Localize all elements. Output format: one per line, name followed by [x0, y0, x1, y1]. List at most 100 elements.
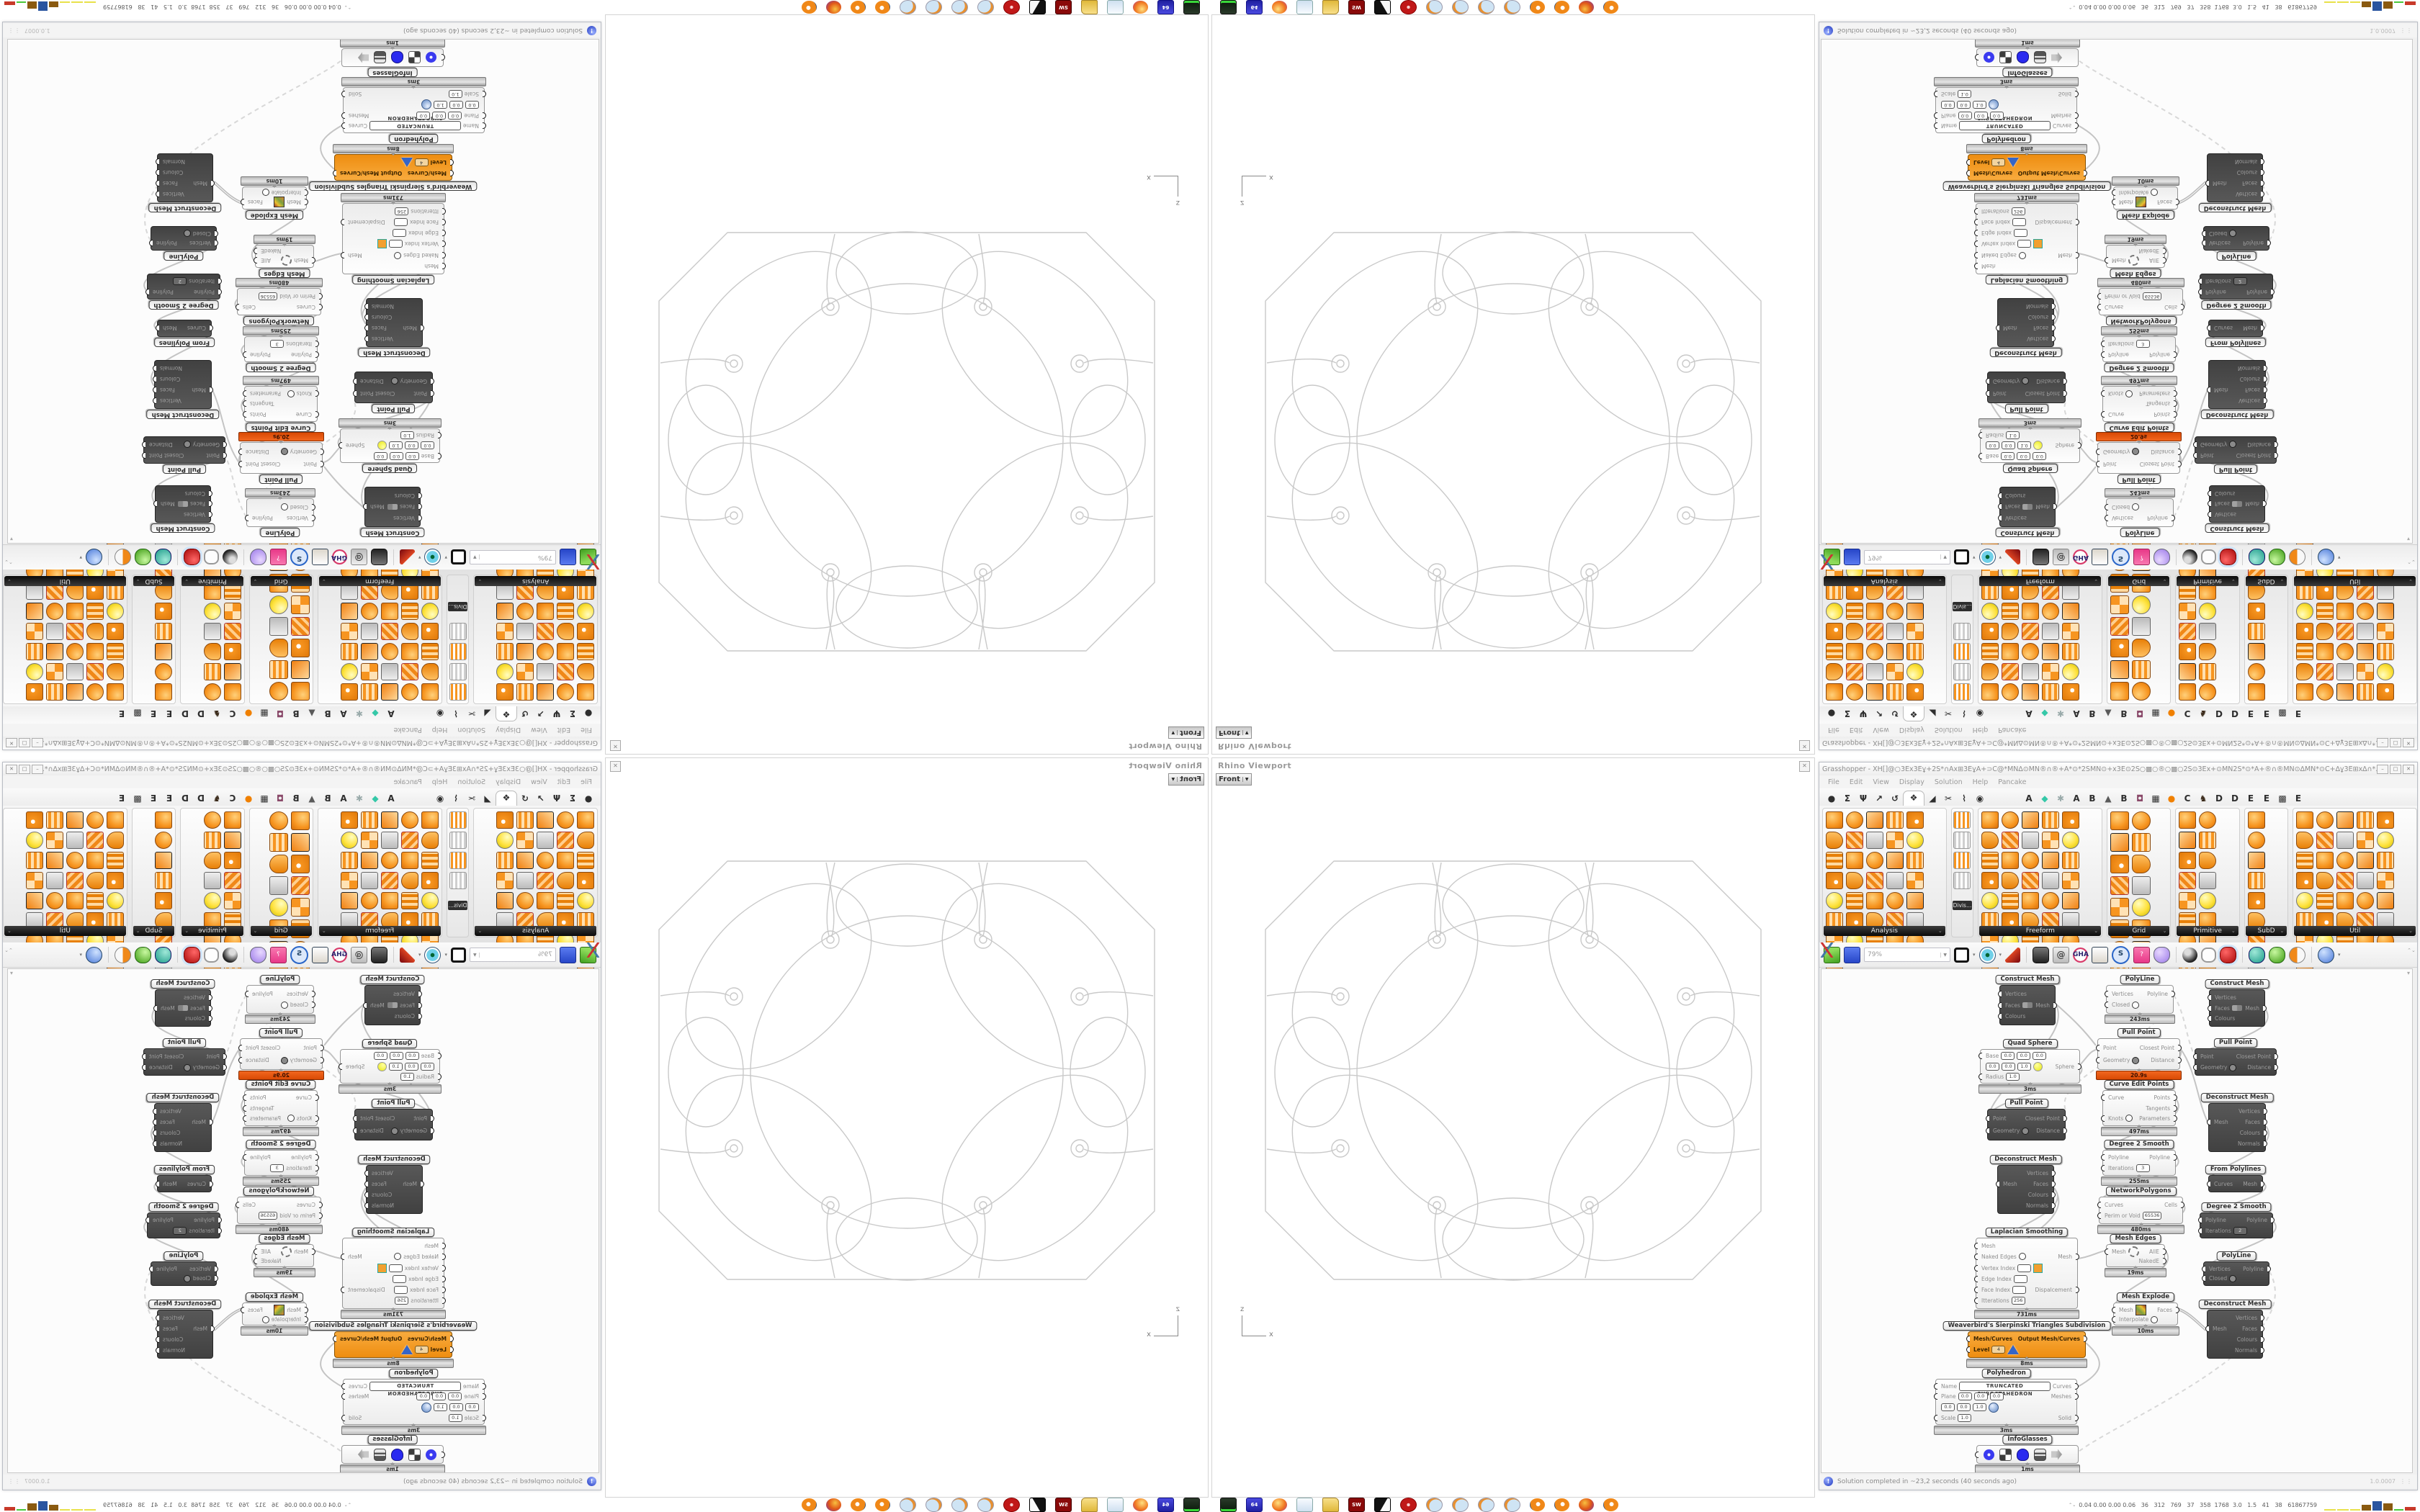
- tab-plugin-gem[interactable]: ◆: [2041, 708, 2048, 719]
- toggle-circle[interactable]: [280, 1001, 288, 1009]
- component-icon[interactable]: [1886, 683, 1904, 701]
- tab-plugin-b1[interactable]: B: [2089, 793, 2096, 804]
- node-label[interactable]: Laplacian Smoothing: [351, 1228, 435, 1237]
- panel-label[interactable]: Primitive ⌄: [2177, 576, 2238, 586]
- component-icon[interactable]: [1886, 643, 1904, 660]
- wire-display-icon[interactable]: [586, 554, 601, 570]
- value-box[interactable]: 3: [270, 340, 284, 348]
- red-badge-icon[interactable]: [1003, 1498, 1020, 1512]
- tab-plugin-flower[interactable]: ✱: [355, 708, 364, 719]
- node-label[interactable]: Laplacian Smoothing: [351, 275, 435, 284]
- component-icon[interactable]: [516, 623, 534, 640]
- gh-node-pull-point[interactable]: Pull Point Point Closest Point Geometry Dist…: [354, 372, 433, 413]
- component-icon[interactable]: [537, 852, 554, 869]
- tab-plugin-flower[interactable]: ✱: [355, 793, 364, 804]
- calculator-icon[interactable]: [1296, 1498, 1313, 1512]
- panel-label[interactable]: Divis…: [447, 602, 468, 611]
- paint-palette-icon[interactable]: [926, 1498, 942, 1512]
- component-icon[interactable]: [2042, 603, 2060, 620]
- menu-pancake[interactable]: Pancake: [1998, 778, 2027, 786]
- gh-node-polyline[interactable]: PolyLine Vertices Polyline Closed: [151, 1251, 217, 1286]
- node-label[interactable]: Pull Point: [372, 404, 416, 413]
- gh-node-degree-2-smooth[interactable]: Degree 2 Smooth Polyline Polyline Iteration…: [243, 1140, 319, 1186]
- tab-plugin-e1[interactable]: E: [2247, 793, 2254, 804]
- tab-vector[interactable]: ↗: [537, 793, 545, 804]
- preview-eye-icon[interactable]: [424, 549, 442, 566]
- sketch-pen-icon[interactable]: [2005, 947, 2021, 963]
- component-icon[interactable]: [2377, 811, 2395, 829]
- projector-icon[interactable]: [2033, 946, 2050, 963]
- component-icon[interactable]: [155, 811, 173, 829]
- component-icon[interactable]: [2296, 683, 2314, 701]
- component-icon[interactable]: [449, 683, 467, 701]
- component-icon[interactable]: [421, 603, 439, 620]
- tab-plugin-c[interactable]: C: [2184, 708, 2191, 719]
- component-icon[interactable]: [86, 892, 104, 909]
- tab-surface[interactable]: ❖: [496, 791, 517, 806]
- tab-params[interactable]: ●: [1827, 708, 1836, 719]
- component-icon[interactable]: [537, 623, 554, 640]
- component-icon[interactable]: [400, 603, 418, 620]
- value-box[interactable]: 0.0: [421, 441, 434, 450]
- blue-sphere-icon[interactable]: [2318, 946, 2335, 963]
- node-label[interactable]: PolyLine: [163, 251, 204, 261]
- component-icon[interactable]: [223, 663, 241, 680]
- tab-plugin-b1[interactable]: B: [324, 708, 331, 719]
- gh-node-pull-point[interactable]: Pull Point Point Closest Point Geometry Dist…: [2096, 432, 2182, 484]
- projector-icon[interactable]: [370, 946, 387, 963]
- node-label[interactable]: Pull Point: [259, 474, 303, 484]
- node-label[interactable]: Pull Point: [162, 1038, 207, 1048]
- tab-plugin-gem[interactable]: ◆: [372, 708, 379, 719]
- component-icon[interactable]: [1981, 603, 1999, 620]
- tab-vector[interactable]: ↗: [1875, 708, 1883, 719]
- component-icon[interactable]: [2110, 855, 2130, 873]
- component-icon[interactable]: [496, 852, 514, 869]
- component-icon[interactable]: [2002, 852, 2020, 869]
- save-state-icon[interactable]: [1220, 0, 1237, 14]
- value-box[interactable]: 0.0: [1958, 111, 1972, 120]
- menu-file[interactable]: File: [1828, 778, 1839, 786]
- node-label[interactable]: Deconstruct Mesh: [358, 1155, 431, 1164]
- component-icon[interactable]: [2062, 643, 2080, 660]
- gh-node-construct-mesh[interactable]: Construct Mesh Vertices Faces Mesh Colours: [2205, 485, 2269, 533]
- component-icon[interactable]: [516, 643, 534, 660]
- component-icon[interactable]: [106, 811, 124, 829]
- toolbar-grip[interactable]: ⌃⌄: [4, 947, 13, 953]
- node-label[interactable]: Construct Mesh: [360, 975, 425, 984]
- component-icon[interactable]: [2179, 683, 2197, 701]
- tab-plugin-b2[interactable]: B: [292, 708, 300, 719]
- panel-label[interactable]: Util ⌄: [4, 576, 126, 586]
- value-box[interactable]: [393, 228, 407, 237]
- navigation-map-icon[interactable]: [2092, 946, 2109, 963]
- gh-node-deconstruct-mesh[interactable]: Deconstruct Mesh Vertices Mesh Faces Colours…: [2198, 153, 2272, 212]
- menu-edit[interactable]: Edit: [1849, 726, 1863, 734]
- component-icon[interactable]: [537, 683, 554, 701]
- value-box[interactable]: 0.0: [1957, 100, 1971, 109]
- tab-curve[interactable]: ↺: [1891, 793, 1899, 804]
- panel-label[interactable]: Analysis ⌄: [1824, 926, 1945, 936]
- gh-node-laplacian-smoothing[interactable]: Laplacian Smoothing Mesh Naked Edges Mesh Ve…: [341, 193, 446, 284]
- save-file-icon[interactable]: [560, 946, 576, 963]
- node-label[interactable]: Polyhedron: [389, 1369, 439, 1378]
- component-icon[interactable]: [2247, 683, 2265, 701]
- menu-edit[interactable]: Edit: [557, 778, 571, 786]
- node-label[interactable]: Deconstruct Mesh: [2198, 1300, 2272, 1309]
- component-icon[interactable]: [2042, 892, 2060, 909]
- component-icon[interactable]: [1886, 832, 1904, 849]
- component-icon[interactable]: [2316, 643, 2334, 660]
- component-icon[interactable]: [66, 643, 84, 660]
- node-label[interactable]: InfoGlasses: [2002, 68, 2053, 77]
- node-label[interactable]: Mesh Edges: [259, 1234, 310, 1243]
- gh-node-deconstruct-mesh[interactable]: Deconstruct Mesh Vertices Mesh Faces Colours…: [1989, 1155, 2062, 1214]
- value-box[interactable]: [2013, 228, 2027, 237]
- value-box[interactable]: 0.0: [1986, 441, 1999, 450]
- canvas[interactable]: Construct Mesh Vertices Faces Mesh Colours Qu…: [1821, 39, 2413, 544]
- tab-maths[interactable]: Σ: [1844, 708, 1851, 719]
- panel-label[interactable]: Grid ⌄: [2108, 576, 2170, 586]
- gift-question-icon[interactable]: ?: [269, 549, 287, 566]
- tab-intersect[interactable]: ✂: [467, 708, 476, 719]
- component-icon[interactable]: [223, 892, 241, 909]
- chevron-down-icon[interactable]: ▾: [79, 554, 82, 560]
- component-icon[interactable]: [66, 683, 84, 701]
- firefox-icon[interactable]: [1272, 1, 1287, 14]
